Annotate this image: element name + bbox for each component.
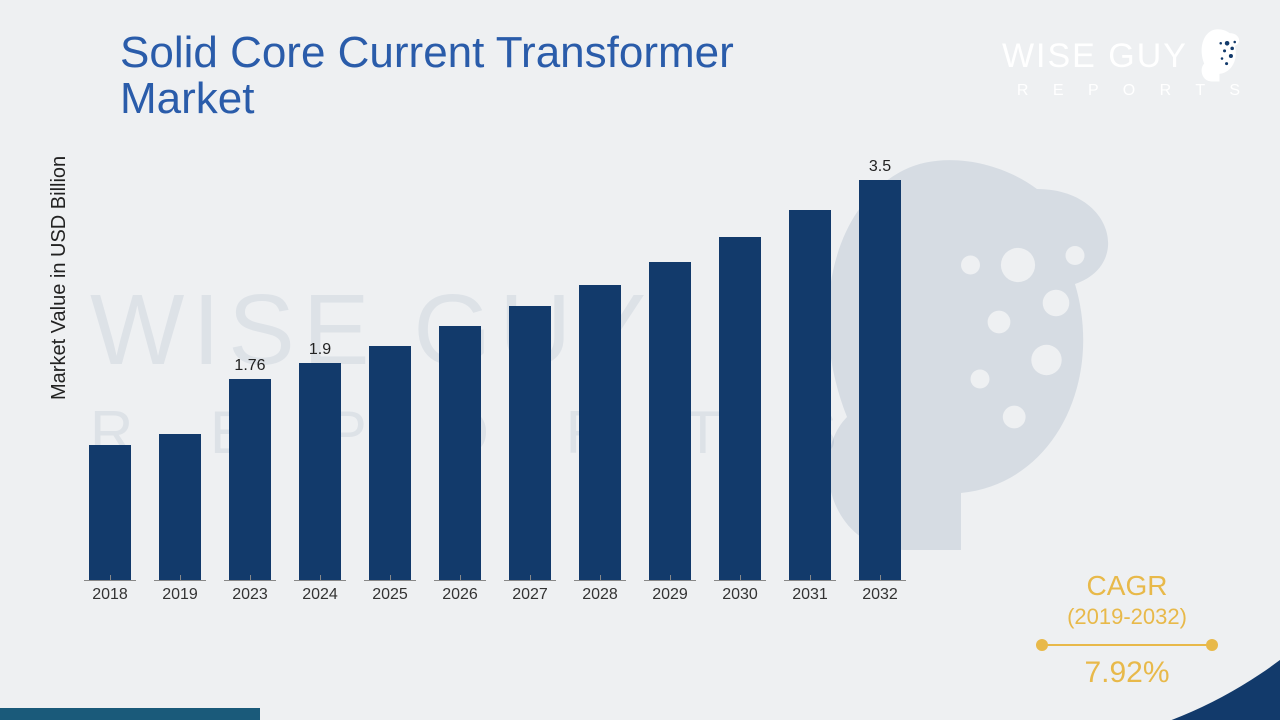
cagr-divider xyxy=(1042,644,1212,646)
bar-chart: 1.761.93.5 20182019202320242025202620272… xyxy=(80,180,910,600)
bar-2019 xyxy=(154,434,206,580)
x-tick: 2018 xyxy=(84,580,136,600)
bar-value-label: 1.9 xyxy=(309,341,331,359)
x-tick: 2028 xyxy=(574,580,626,600)
x-axis: 2018 2019 2023 2024 2025 2026 2027 2028 2029 2030… xyxy=(80,580,910,600)
logo-line1: WISE GUY xyxy=(1002,37,1188,76)
bar-value-label: 3.5 xyxy=(869,158,891,176)
bar-2032: 3.5 xyxy=(854,180,906,580)
x-tick: 2027 xyxy=(504,580,556,600)
chart-title: Solid Core Current Transformer Market xyxy=(120,30,840,122)
cagr-value: 7.92% xyxy=(1012,656,1242,690)
x-tick: 2031 xyxy=(784,580,836,600)
bar xyxy=(509,306,551,580)
bar-2028 xyxy=(574,285,626,580)
x-tick: 2030 xyxy=(714,580,766,600)
bar-value-label: 1.76 xyxy=(234,357,265,375)
bar xyxy=(439,326,481,580)
bar xyxy=(719,237,761,580)
bar-2024: 1.9 xyxy=(294,363,346,580)
bar-2027 xyxy=(504,306,556,580)
x-tick: 2023 xyxy=(224,580,276,600)
chart-plot-area: 1.76 1.9 3.5 xyxy=(80,180,910,580)
page: WISE GUY R E P O R T S Solid Core Curren… xyxy=(0,0,1280,720)
bar xyxy=(579,285,621,580)
bar-2030 xyxy=(714,237,766,580)
logo-head-icon xyxy=(1194,28,1250,84)
cagr-years: (2019-2032) xyxy=(1012,604,1242,630)
bar-2026 xyxy=(434,326,486,580)
bar xyxy=(859,180,901,580)
bar xyxy=(649,262,691,580)
bar-2023: 1.76 xyxy=(224,379,276,580)
brand-logo: WISE GUY R E P O R T S xyxy=(1002,28,1250,100)
bar-2029 xyxy=(644,262,696,580)
logo-line2: R E P O R T S xyxy=(1002,82,1250,100)
bar xyxy=(229,379,271,580)
bar xyxy=(89,445,131,580)
bar xyxy=(299,363,341,580)
x-tick: 2026 xyxy=(434,580,486,600)
x-tick: 2024 xyxy=(294,580,346,600)
cagr-block: CAGR (2019-2032) 7.92% xyxy=(1012,570,1242,690)
x-tick: 2029 xyxy=(644,580,696,600)
bar-2031 xyxy=(784,210,836,580)
bottom-accent-bar xyxy=(0,708,260,720)
x-tick: 2032 xyxy=(854,580,906,600)
cagr-label: CAGR xyxy=(1012,570,1242,602)
bar-2018 xyxy=(84,445,136,580)
x-tick: 2025 xyxy=(364,580,416,600)
y-axis-label: Market Value in USD Billion xyxy=(48,156,71,400)
x-tick: 2019 xyxy=(154,580,206,600)
bar xyxy=(159,434,201,580)
bar xyxy=(369,346,411,580)
bar xyxy=(789,210,831,580)
bar-2025 xyxy=(364,346,416,580)
